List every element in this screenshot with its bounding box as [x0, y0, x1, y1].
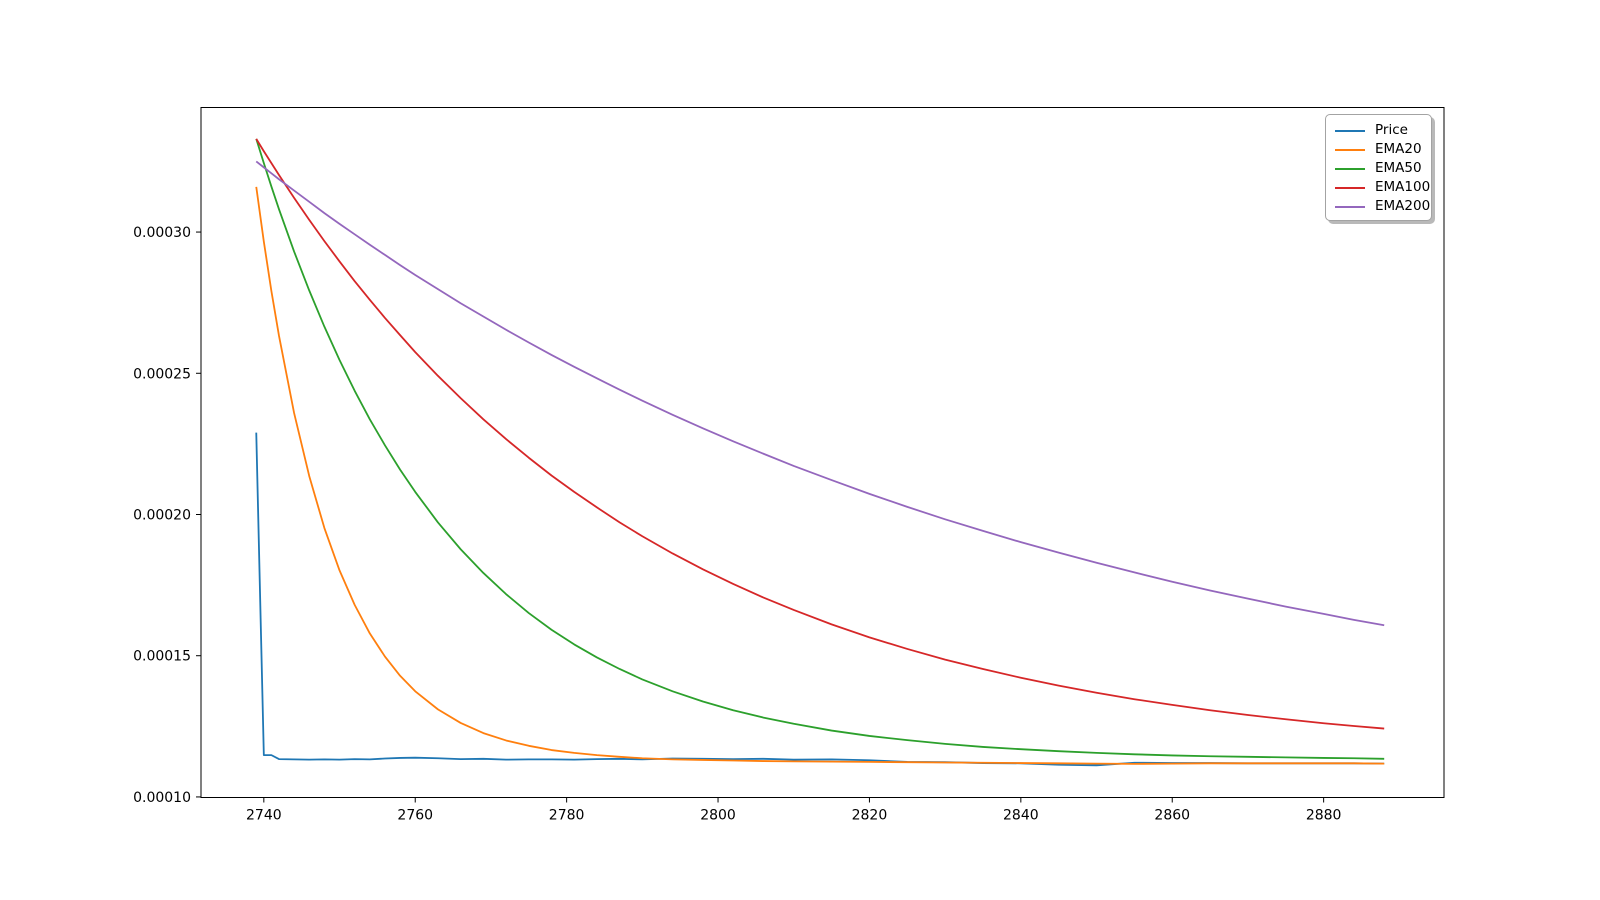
- y-tick-label: 0.00030: [133, 225, 191, 241]
- y-tick-label: 0.00020: [133, 507, 191, 523]
- x-tick-label: 2820: [852, 808, 888, 824]
- legend-entry-price: Price: [1335, 121, 1425, 140]
- x-tick-label: 2800: [700, 808, 736, 824]
- legend-line-swatch: [1335, 167, 1365, 170]
- legend: Price EMA20 EMA50 EMA100 EMA200: [1325, 114, 1432, 221]
- x-tick-label: 2860: [1154, 808, 1190, 824]
- x-tick-label: 2840: [1003, 808, 1039, 824]
- legend-line-swatch: [1335, 205, 1365, 208]
- legend-entry-ema100: EMA100: [1335, 178, 1430, 197]
- axes-spines: [200, 107, 1445, 798]
- series-line-ema100: [255, 138, 1385, 730]
- x-tick-label: 2880: [1306, 808, 1342, 824]
- series-line-ema200: [255, 160, 1385, 627]
- legend-entry-ema50: EMA50: [1335, 159, 1425, 178]
- legend-line-swatch: [1335, 186, 1365, 189]
- legend-entry-ema200: EMA200: [1335, 197, 1430, 216]
- y-tick-label: 0.00025: [133, 366, 191, 382]
- legend-entry-ema20: EMA20: [1335, 140, 1425, 159]
- x-tick-label: 2760: [397, 808, 433, 824]
- series-line-ema20: [255, 186, 1385, 765]
- legend-label: EMA20: [1375, 140, 1422, 157]
- legend-label: EMA100: [1375, 178, 1431, 195]
- plot-area: [201, 107, 1444, 798]
- y-tick-label: 0.00015: [133, 649, 191, 665]
- legend-label: EMA50: [1375, 159, 1422, 176]
- legend-line-swatch: [1335, 148, 1365, 151]
- legend-line-swatch: [1335, 129, 1365, 132]
- legend-label: EMA200: [1375, 197, 1431, 214]
- series-line-ema50: [255, 138, 1385, 760]
- legend-label: Price: [1375, 121, 1408, 138]
- x-tick-label: 2780: [549, 808, 585, 824]
- x-tick-label: 2740: [246, 808, 282, 824]
- y-tick-label: 0.00010: [133, 790, 191, 806]
